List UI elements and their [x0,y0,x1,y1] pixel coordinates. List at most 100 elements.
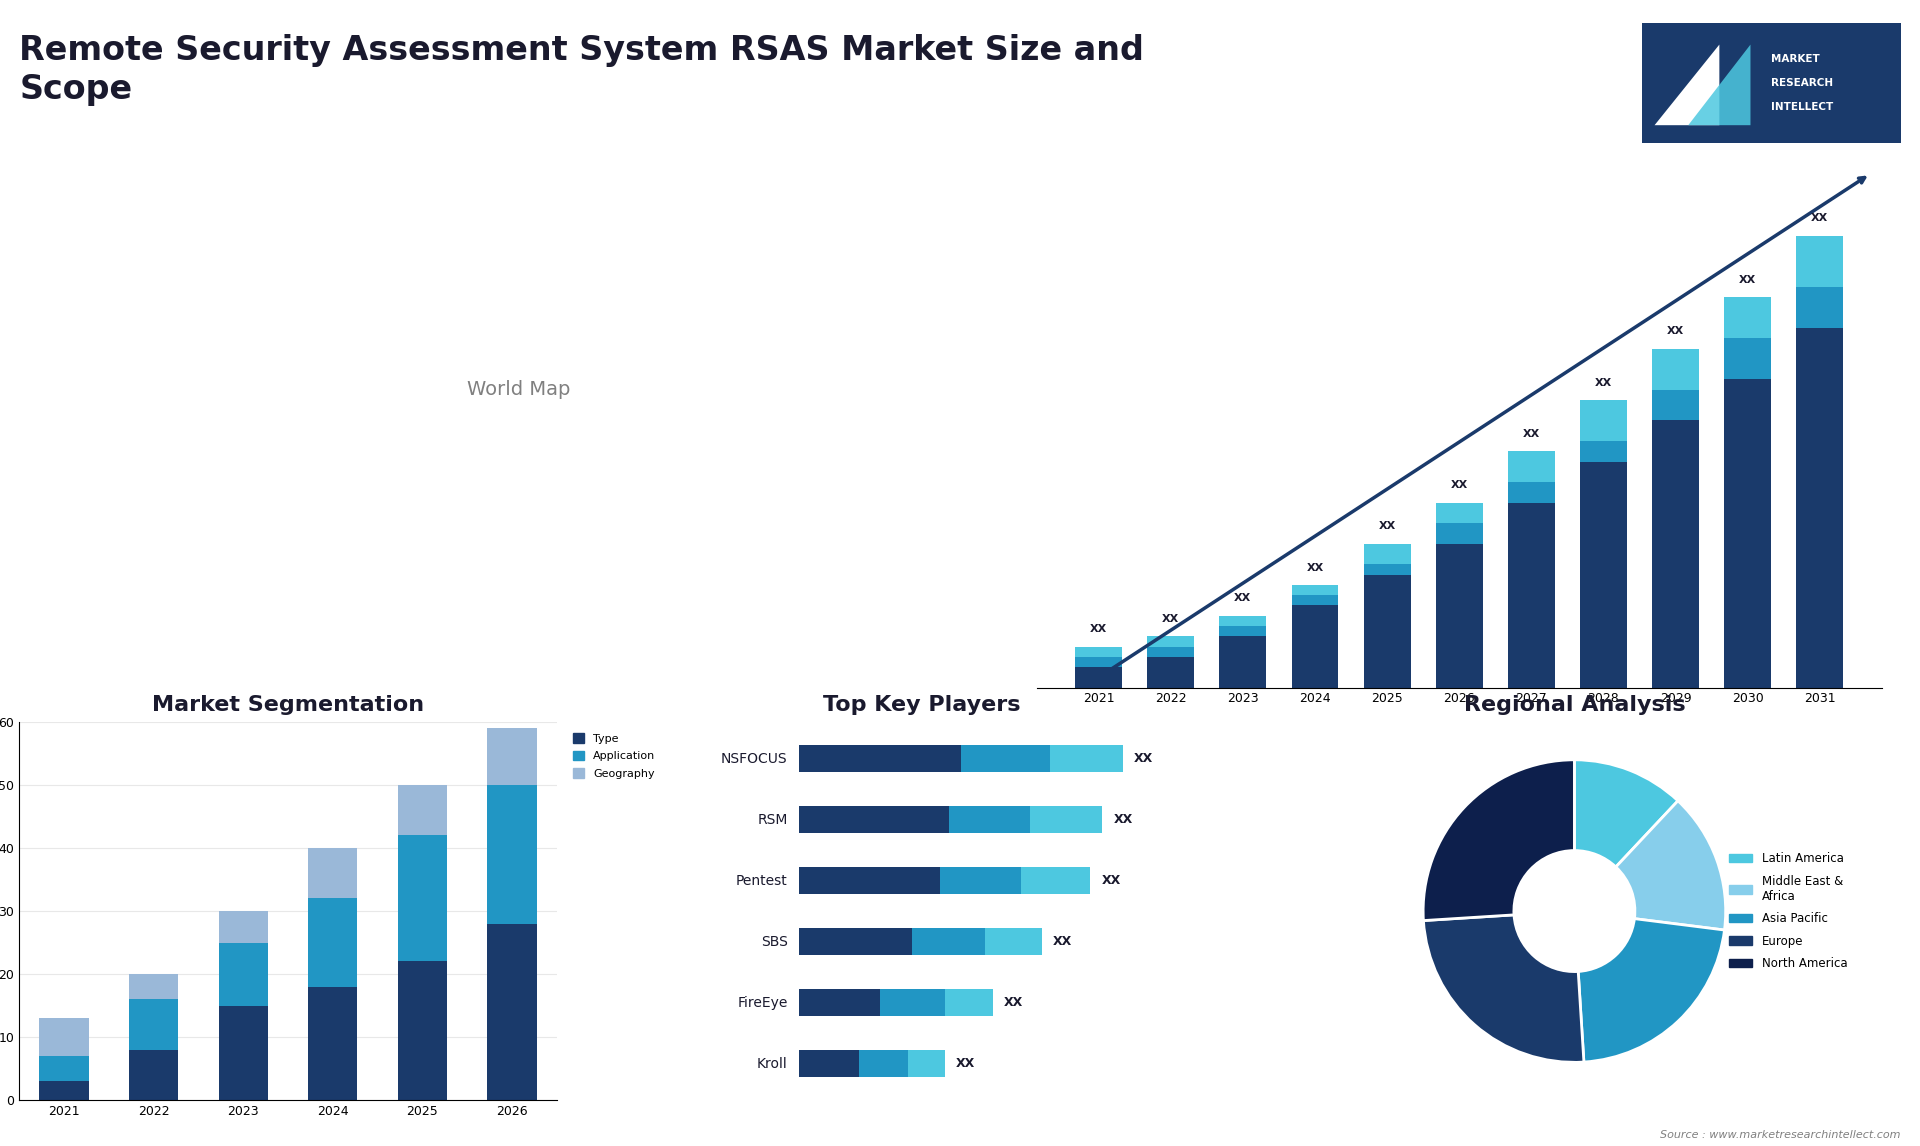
Bar [1075,646,1121,657]
Bar [38,1057,88,1082]
Text: XX: XX [1523,429,1540,439]
Bar [307,898,357,987]
Bar [1075,657,1121,667]
Title: Top Key Players: Top Key Players [824,694,1020,715]
Bar [219,1006,269,1100]
Text: World Map: World Map [467,380,570,399]
Bar [879,989,945,1017]
Bar [799,1050,860,1077]
Bar [1436,524,1482,543]
Bar [799,928,912,956]
Bar [397,785,447,835]
Bar [38,1018,88,1057]
Bar [948,806,1029,833]
Text: XX: XX [1091,625,1108,634]
Wedge shape [1617,801,1726,931]
Bar [799,806,948,833]
Text: XX: XX [1452,480,1467,490]
Text: XX: XX [1596,377,1613,387]
Text: SBS: SBS [760,935,787,949]
Text: Kroll: Kroll [756,1057,787,1070]
Legend: Latin America, Middle East &
Africa, Asia Pacific, Europe, North America: Latin America, Middle East & Africa, Asi… [1724,847,1853,975]
Bar [1363,564,1411,574]
Bar [960,745,1050,772]
Bar [1148,657,1194,688]
Text: XX: XX [1740,275,1757,285]
Text: XX: XX [956,1057,975,1070]
Text: RSM: RSM [756,813,787,826]
Bar [908,1050,945,1077]
Bar [860,1050,908,1077]
Bar [1219,626,1267,636]
Bar [1021,866,1091,894]
Bar [1292,605,1338,688]
Bar [488,785,536,924]
Bar [397,961,447,1100]
Text: Remote Security Assessment System RSAS Market Size and
Scope: Remote Security Assessment System RSAS M… [19,34,1144,105]
Bar [1436,543,1482,688]
Bar [1292,584,1338,595]
Bar [941,866,1021,894]
Bar [219,911,269,942]
Text: XX: XX [1235,594,1252,603]
Bar [1507,452,1555,482]
Bar [1580,400,1626,441]
Bar [219,942,269,1006]
Title: Regional Analysis: Regional Analysis [1463,694,1686,715]
Bar [1797,236,1843,286]
Bar [1580,441,1626,462]
Wedge shape [1574,760,1678,868]
Bar [1580,462,1626,688]
Bar [1436,503,1482,524]
Bar [488,924,536,1100]
Bar [488,729,536,785]
Bar [1363,543,1411,564]
Text: XX: XX [1052,935,1071,948]
Bar [1651,390,1699,421]
Wedge shape [1578,919,1724,1062]
Bar [1029,806,1102,833]
Bar [1651,421,1699,688]
Bar [1219,636,1267,688]
Bar [1148,636,1194,646]
Bar [38,1082,88,1100]
Bar [912,928,985,956]
Text: XX: XX [1811,213,1828,223]
Bar [1050,745,1123,772]
Text: FireEye: FireEye [737,996,787,1010]
Bar [1507,482,1555,503]
Bar [1292,595,1338,605]
Bar [1075,667,1121,688]
Text: XX: XX [1004,996,1023,1010]
Wedge shape [1423,760,1574,920]
Text: MARKET: MARKET [1770,54,1820,64]
Bar [1219,615,1267,626]
Bar [1363,574,1411,688]
Bar [945,989,993,1017]
Bar [1724,338,1770,379]
Text: XX: XX [1114,813,1133,826]
Text: RESEARCH: RESEARCH [1770,78,1834,88]
Bar [1724,379,1770,688]
Title: Market Segmentation: Market Segmentation [152,694,424,715]
Bar [1797,328,1843,688]
Bar [799,989,879,1017]
Text: XX: XX [1379,521,1396,532]
Text: XX: XX [1102,874,1121,887]
Bar [129,974,179,999]
Bar [1507,503,1555,688]
Bar [307,987,357,1100]
Text: XX: XX [1306,563,1323,573]
Bar [799,745,960,772]
Text: INTELLECT: INTELLECT [1770,102,1834,112]
Text: XX: XX [1162,614,1179,623]
Text: XX: XX [1667,327,1684,336]
Legend: Type, Application, Geography: Type, Application, Geography [568,728,660,784]
Polygon shape [1655,45,1720,125]
Bar [397,835,447,961]
Wedge shape [1423,915,1584,1062]
Bar [799,866,941,894]
Bar [1651,348,1699,390]
Bar [1797,286,1843,328]
Bar [985,928,1043,956]
